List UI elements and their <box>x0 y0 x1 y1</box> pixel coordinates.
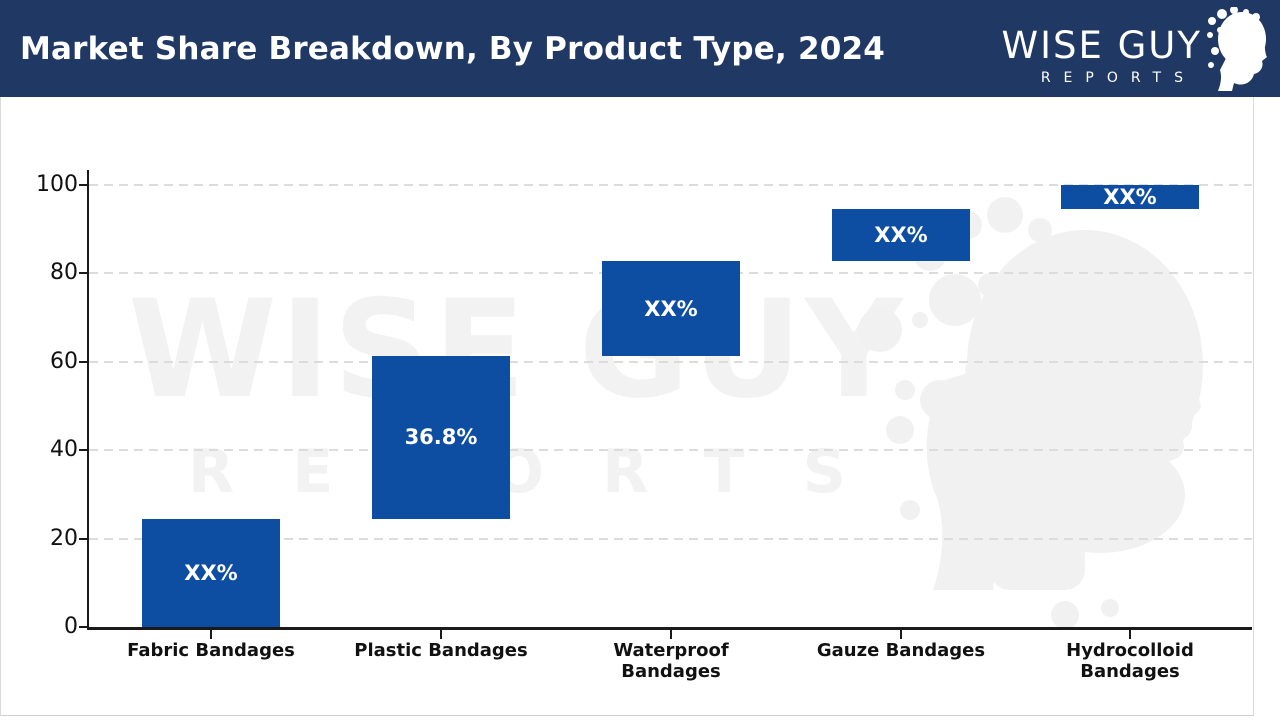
y-tick-60 <box>79 360 87 363</box>
watermark-reports-text: REPORTS <box>188 437 904 507</box>
x-tick-5 <box>1129 630 1131 639</box>
bar-2: 36.8% <box>372 356 510 519</box>
category-label: Gauze Bandages <box>816 640 986 661</box>
x-tick-1 <box>210 630 212 639</box>
gridline-40 <box>89 449 1252 452</box>
logo-subtext: REPORTS <box>1040 70 1196 86</box>
watermark-text: WISE GUY <box>128 271 906 428</box>
logo-head-icon <box>1207 7 1267 91</box>
y-tick-100 <box>79 184 87 186</box>
chart-title: Market Share Breakdown, By Product Type,… <box>20 30 886 67</box>
x-tick-2 <box>440 630 442 639</box>
bar-value-label: XX% <box>184 560 238 585</box>
y-tick-20 <box>79 537 87 540</box>
bar-value-label: XX% <box>644 296 698 321</box>
bar-value-label: XX% <box>1103 185 1157 210</box>
gridline-60 <box>89 360 1252 363</box>
category-label: Waterproof Bandages <box>613 640 729 682</box>
header-bar: Market Share Breakdown, By Product Type,… <box>0 0 1280 97</box>
bar-1: XX% <box>142 518 280 627</box>
watermark-head-icon <box>858 197 1203 629</box>
y-tick-0 <box>79 626 87 628</box>
bar-value-label: XX% <box>874 223 928 248</box>
gridline-100 <box>89 184 1252 186</box>
category-label: Plastic Bandages <box>354 640 528 661</box>
bar-3: XX% <box>602 261 740 357</box>
category-label: Hydrocolloid Bandages <box>1066 640 1194 682</box>
x-tick-3 <box>670 630 672 639</box>
gridline-20 <box>89 537 1252 540</box>
y-tick-label-40: 40 <box>50 437 78 463</box>
y-tick-label-0: 0 <box>64 614 78 639</box>
y-tick-label-20: 20 <box>50 525 78 551</box>
y-tick-label-100: 100 <box>36 172 78 197</box>
y-tick-label-80: 80 <box>50 260 78 286</box>
y-axis-line <box>87 170 89 629</box>
y-tick-80 <box>79 272 87 275</box>
bar-value-label: 36.8% <box>404 425 478 450</box>
category-label: Fabric Bandages <box>127 640 295 661</box>
wiseguy-logo: WISE GUY REPORTS <box>1002 0 1268 97</box>
x-tick-4 <box>900 630 902 639</box>
x-axis-line <box>87 627 1252 630</box>
bar-4: XX% <box>832 209 970 261</box>
bar-5: XX% <box>1061 185 1199 210</box>
y-tick-40 <box>79 449 87 452</box>
y-tick-label-60: 60 <box>50 348 78 374</box>
logo-text: WISE GUY <box>1001 24 1202 67</box>
